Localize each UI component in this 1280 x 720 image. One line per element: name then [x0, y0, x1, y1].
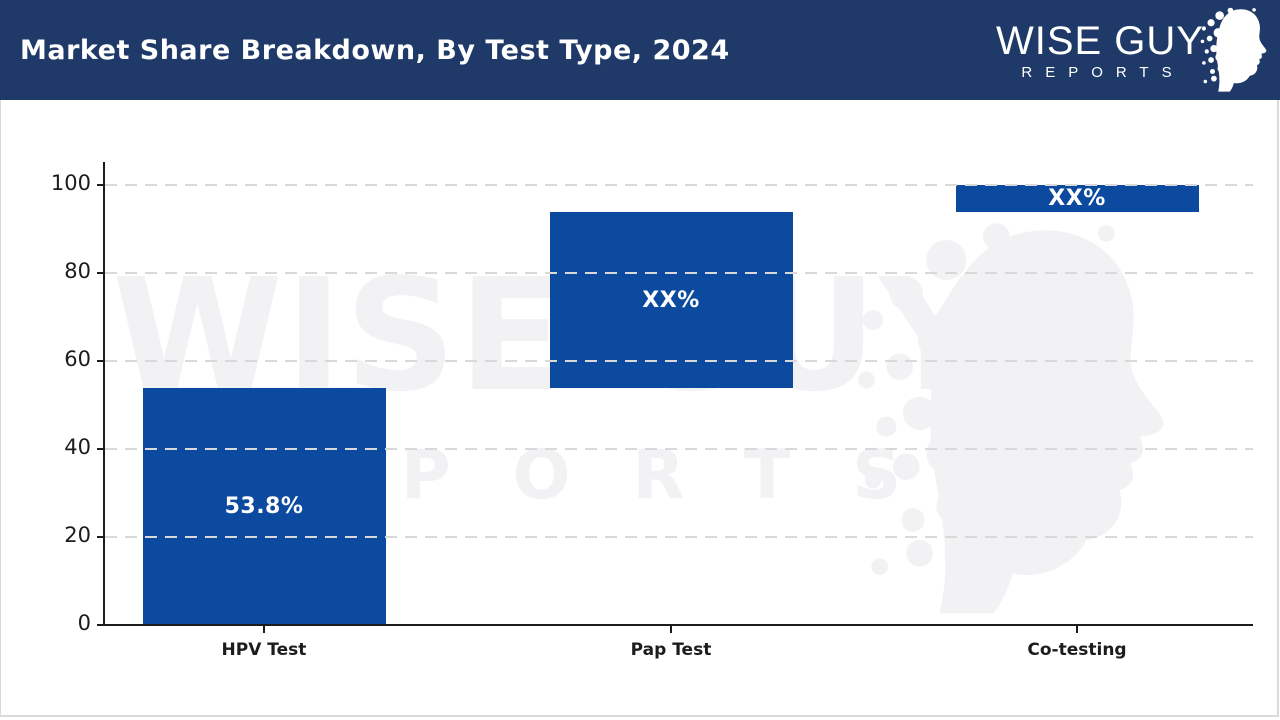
- brand-subtitle: REPORTS: [1021, 63, 1185, 81]
- y-tick-label: 100: [50, 171, 91, 195]
- y-tick-label: 60: [64, 347, 91, 371]
- y-tick-label: 80: [64, 259, 91, 283]
- gridline: [105, 448, 1253, 450]
- y-tick-label: 20: [64, 523, 91, 547]
- x-tick-mark: [670, 625, 672, 633]
- y-tick-mark: [97, 272, 105, 274]
- brand-face-icon: [1200, 7, 1267, 92]
- watermark-face-icon: [858, 223, 1164, 614]
- bar: XX%: [549, 212, 793, 389]
- y-axis-line: [103, 162, 105, 626]
- y-tick-mark: [97, 448, 105, 450]
- y-tick-label: 0: [77, 611, 91, 635]
- x-axis-line: [103, 624, 1253, 626]
- y-tick-mark: [97, 624, 105, 626]
- x-tick-label: Co-testing: [1027, 640, 1127, 660]
- y-tick-mark: [97, 360, 105, 362]
- bar-value-label: 53.8%: [224, 494, 304, 520]
- y-tick-label: 40: [64, 435, 91, 459]
- gridline: [105, 184, 1253, 186]
- x-tick-label: HPV Test: [221, 640, 307, 660]
- header: Market Share Breakdown, By Test Type, 20…: [0, 0, 1280, 100]
- bar: XX%: [955, 185, 1199, 213]
- y-tick-mark: [97, 184, 105, 186]
- gridline: [105, 272, 1253, 274]
- bar-value-label: XX%: [642, 287, 700, 313]
- brand-logo-text: WISE GUY REPORTS: [996, 21, 1204, 80]
- bar: 53.8%: [142, 388, 386, 625]
- y-tick-mark: [97, 536, 105, 538]
- x-tick-label: Pap Test: [630, 640, 712, 660]
- x-tick-mark: [263, 625, 265, 633]
- gridline: [105, 360, 1253, 362]
- brand-logo: WISE GUY REPORTS: [996, 4, 1270, 96]
- chart-title: Market Share Breakdown, By Test Type, 20…: [20, 34, 730, 66]
- gridline: [105, 536, 1253, 538]
- x-tick-mark: [1076, 625, 1078, 633]
- bar-value-label: XX%: [1048, 186, 1106, 212]
- brand-name: WISE GUY: [995, 18, 1204, 63]
